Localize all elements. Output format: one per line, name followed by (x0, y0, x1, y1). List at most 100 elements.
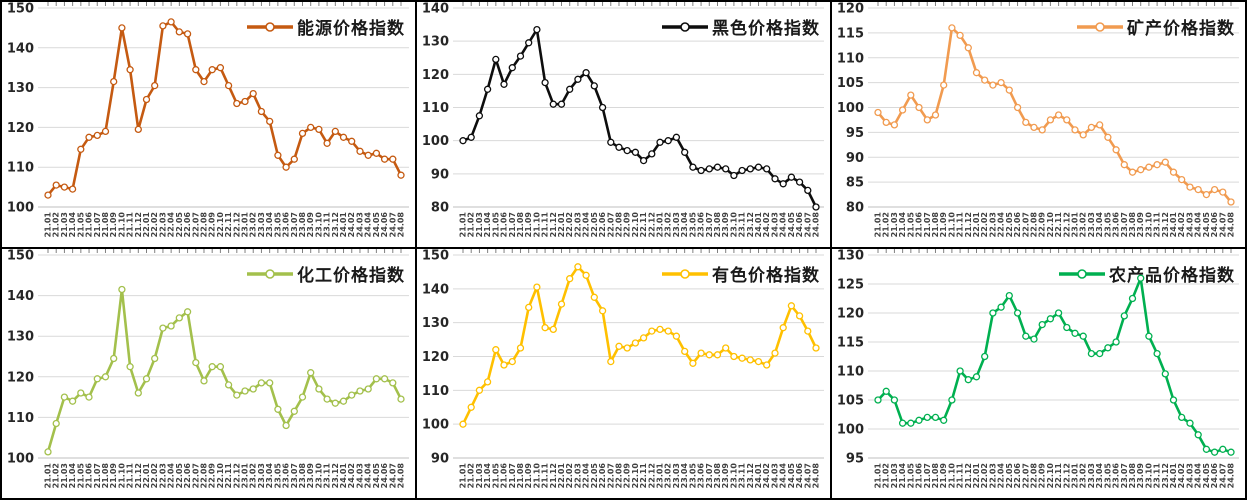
data-point-marker (175, 314, 183, 322)
data-point-marker (1153, 161, 1161, 169)
y-tick-label: 120 (422, 350, 449, 365)
data-point-marker (639, 334, 648, 342)
x-tick-label: 22.02 (565, 212, 574, 237)
data-point-marker (972, 69, 981, 77)
x-tick-label: 21.03 (890, 463, 899, 488)
data-point-marker (389, 379, 397, 387)
x-tick-label: 23.01 (241, 463, 250, 489)
x-tick-label: 23.07 (1120, 212, 1129, 237)
x-tick-label: 23.01 (656, 212, 665, 238)
data-point-marker (126, 363, 134, 371)
data-point-marker (804, 186, 812, 195)
y-tick-label: 95 (846, 126, 864, 141)
x-tick-label: 24.08 (812, 463, 821, 489)
y-tick-label: 120 (837, 307, 864, 322)
data-point-marker (467, 133, 475, 141)
x-tick-label: 21.11 (541, 212, 550, 238)
x-tick-label: 23.03 (1087, 212, 1096, 237)
x-tick-label: 22.09 (1038, 463, 1047, 489)
x-tick-label: 23.07 (1120, 463, 1129, 488)
data-point-marker (516, 344, 525, 352)
x-tick-label: 22.04 (167, 463, 176, 489)
data-point-marker (907, 419, 915, 427)
data-point-marker (689, 163, 697, 171)
x-tick-label: 23.04 (265, 212, 274, 238)
x-tick-label: 21.12 (134, 463, 143, 488)
y-tick-label: 130 (7, 81, 34, 96)
x-tick-label: 22.01 (972, 212, 981, 238)
data-point-marker (1153, 349, 1161, 358)
x-tick-label: 22.04 (167, 212, 176, 238)
data-point-marker (118, 24, 126, 32)
y-tick-label: 90 (431, 452, 449, 467)
x-tick-label: 24.01 (1169, 212, 1178, 238)
data-point-marker (459, 420, 467, 428)
data-point-marker (787, 173, 796, 181)
x-tick-label: 22.11 (639, 212, 648, 238)
data-point-marker (940, 81, 948, 89)
x-tick-label: 23.12 (331, 212, 340, 237)
data-point-marker (746, 356, 754, 364)
x-tick-label: 23.12 (1161, 463, 1170, 488)
data-point-marker (882, 118, 890, 127)
x-tick-label: 22.02 (980, 212, 989, 237)
data-point-marker (339, 133, 348, 141)
data-point-marker (110, 354, 118, 363)
series-line (461, 28, 818, 209)
x-tick-label: 23.04 (1095, 212, 1104, 238)
data-point-marker (713, 163, 722, 171)
data-point-marker (151, 81, 159, 90)
y-tick-label: 100 (422, 418, 449, 433)
x-tick-label: 21.03 (60, 212, 69, 237)
data-point-marker (475, 112, 484, 120)
x-tick-label: 23.07 (705, 463, 714, 488)
data-point-marker (722, 344, 730, 352)
x-tick-label: 21.08 (516, 463, 525, 489)
data-point-marker (631, 339, 640, 347)
x-tick-label: 23.09 (306, 212, 315, 238)
data-point-marker (1112, 338, 1120, 346)
x-tick-label: 23.02 (1079, 212, 1088, 237)
x-tick-label: 21.02 (467, 463, 476, 488)
data-point-marker (1005, 86, 1013, 94)
panel-mineral-price-index: 矿产价格指数 80 85 90 95 100 105 110 115 120 21.01 21.02… (832, 2, 1245, 247)
x-tick-label: 23.04 (1095, 463, 1104, 489)
x-tick-label: 21.06 (85, 463, 94, 489)
data-point-marker (233, 391, 241, 399)
data-point-marker (175, 28, 183, 36)
x-tick-label: 24.08 (397, 463, 406, 489)
x-tick-label: 24.08 (397, 212, 406, 238)
x-tick-label: 21.11 (126, 212, 135, 238)
x-tick-label: 24.02 (1177, 463, 1186, 488)
data-point-marker (93, 375, 101, 383)
data-point-marker (151, 354, 159, 363)
data-point-marker (915, 416, 923, 424)
data-point-marker (771, 349, 779, 357)
y-tick-label: 125 (837, 278, 864, 293)
data-point-marker (812, 203, 820, 211)
x-tick-label: 22.07 (1021, 212, 1030, 237)
x-tick-label: 24.02 (1177, 212, 1186, 237)
x-tick-label: 21.04 (483, 463, 492, 489)
x-tick-label: 21.01 (874, 463, 883, 489)
x-tick-label: 23.11 (738, 463, 747, 489)
x-tick-label: 22.09 (208, 463, 217, 489)
data-point-marker (1194, 431, 1202, 439)
data-point-marker (516, 52, 525, 60)
x-tick-label: 21.07 (508, 463, 517, 488)
x-tick-label: 22.06 (1013, 463, 1022, 489)
data-point-marker (1186, 183, 1194, 191)
x-tick-label: 21.10 (532, 212, 541, 238)
x-tick-label: 22.08 (199, 463, 208, 489)
x-tick-label: 22.11 (224, 212, 233, 238)
x-tick-label: 23.03 (1087, 463, 1096, 488)
x-tick-label: 22.10 (631, 212, 640, 238)
data-point-marker (183, 30, 192, 38)
x-tick-label: 22.02 (150, 212, 159, 237)
x-tick-label: 22.05 (590, 463, 599, 489)
x-tick-label: 21.04 (898, 212, 907, 238)
y-tick-label: 100 (422, 134, 449, 149)
data-point-marker (467, 403, 475, 411)
data-point-marker (356, 147, 364, 155)
data-point-marker (981, 76, 989, 84)
